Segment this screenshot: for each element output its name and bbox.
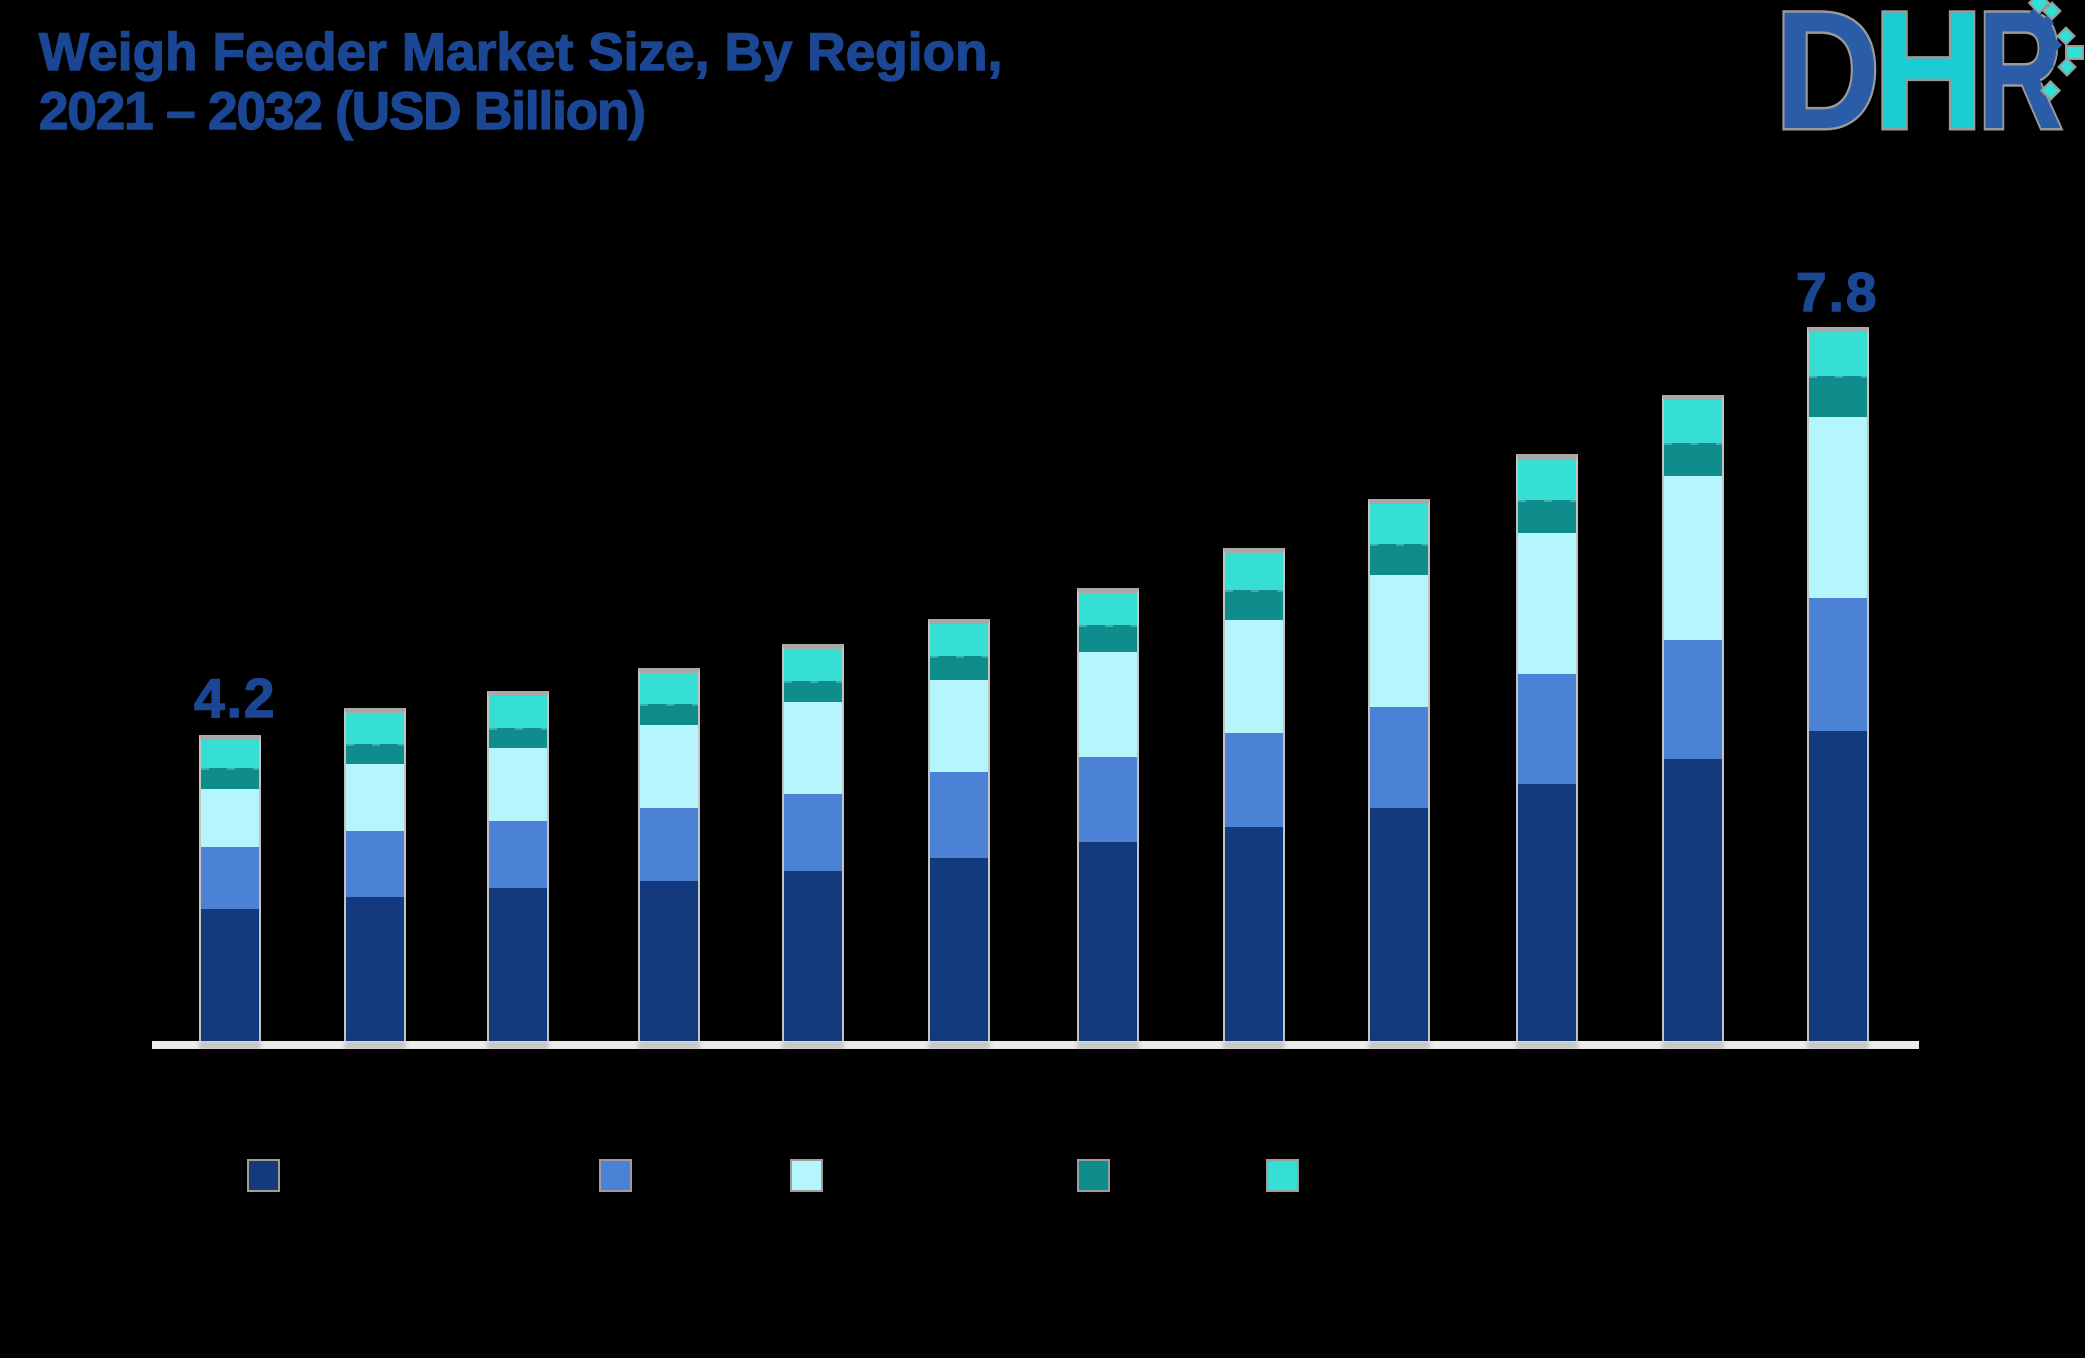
svg-text:H: H bbox=[1873, 0, 1983, 140]
svg-text:D: D bbox=[1775, 0, 1880, 140]
